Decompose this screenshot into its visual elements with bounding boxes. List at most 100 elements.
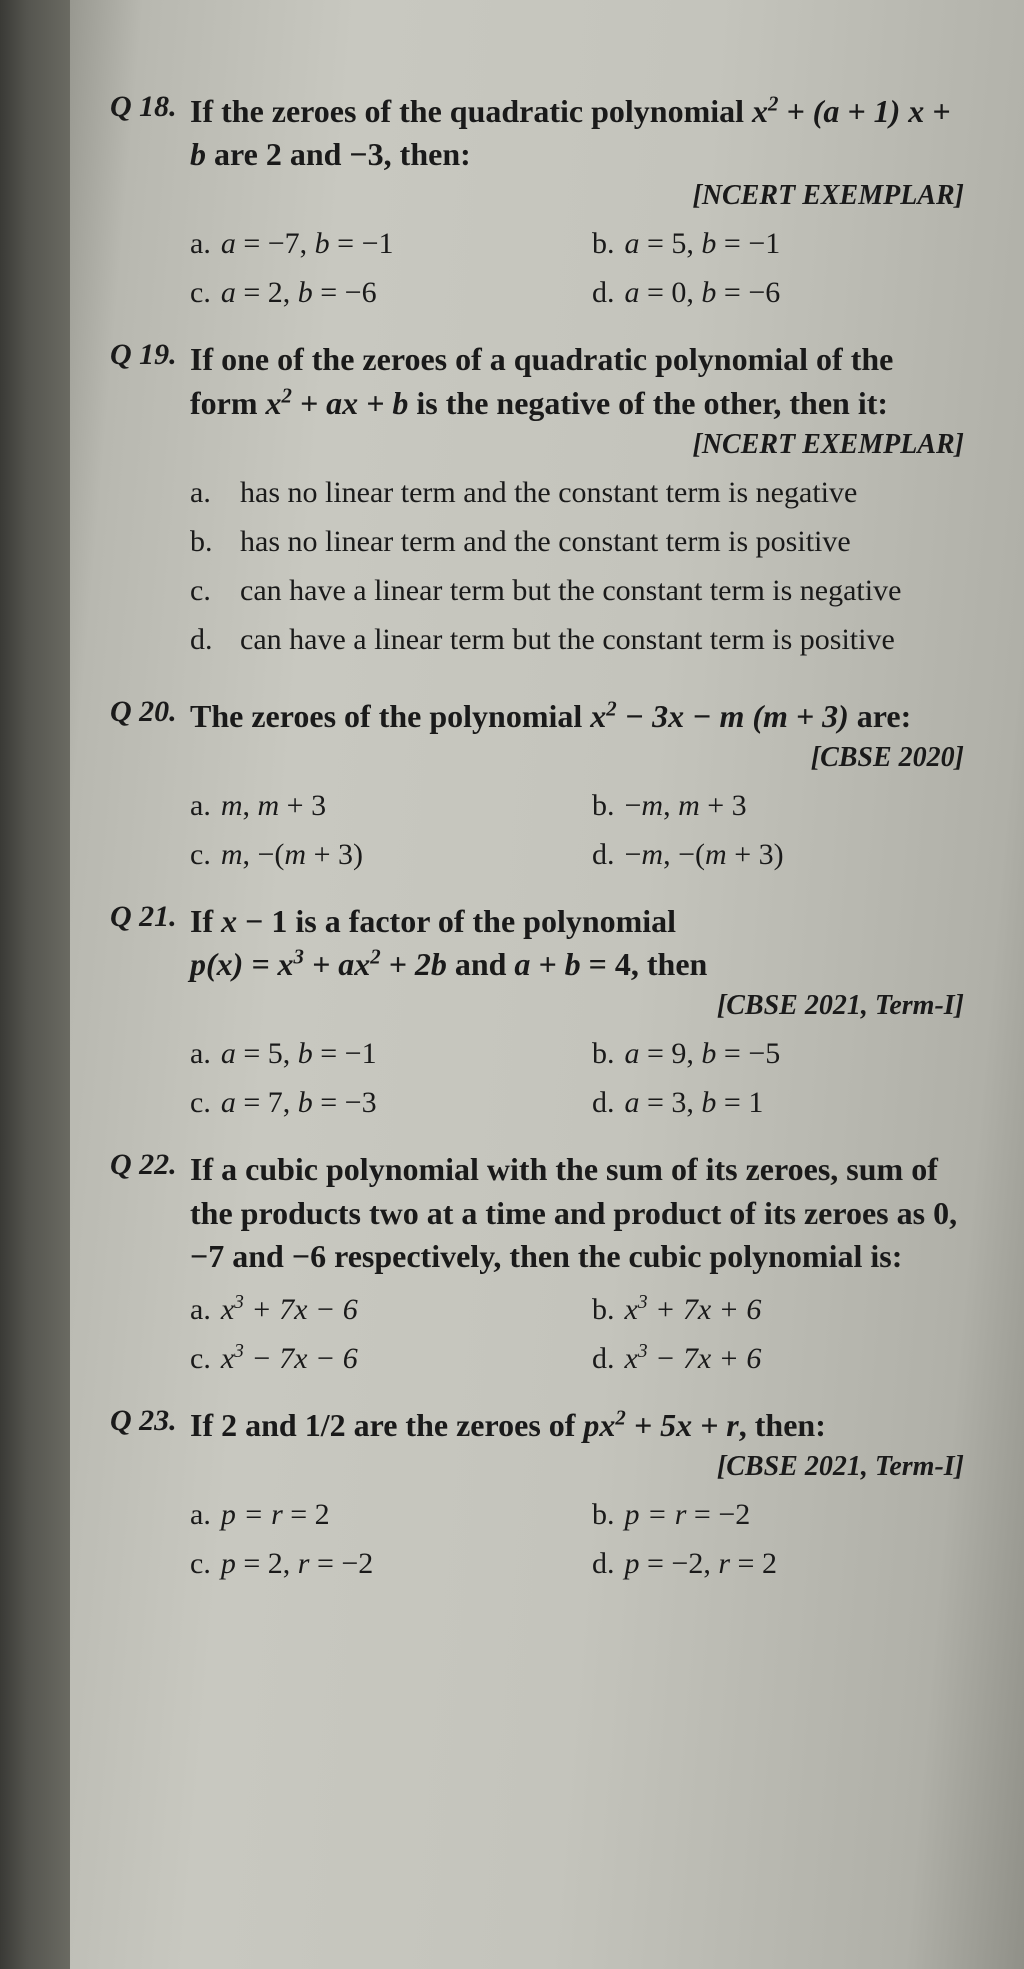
question-stem: If 2 and 1/2 are the zeroes of px2 + 5x …	[190, 1404, 964, 1447]
question-stem: If the zeroes of the quadratic polynomia…	[190, 90, 964, 176]
option-text: a = 9, b = −5	[625, 1037, 781, 1070]
option-label: b.	[190, 522, 230, 561]
option-text: has no linear term and the constant term…	[240, 522, 851, 561]
question: Q 20.The zeroes of the polynomial x2 − 3…	[110, 695, 964, 874]
option-text: x3 + 7x − 6	[221, 1293, 358, 1326]
option: a.a = −7, b = −1	[190, 224, 562, 263]
option-text: can have a linear term but the constant …	[240, 620, 895, 659]
option: a. m, m + 3	[190, 786, 562, 825]
option: a. x3 + 7x − 6	[190, 1290, 562, 1329]
option-text: m, m + 3	[221, 789, 326, 822]
option: b. has no linear term and the constant te…	[190, 522, 964, 561]
questions-container: Q 18.If the zeroes of the quadratic poly…	[110, 90, 964, 1583]
question-body: If a cubic polynomial with the sum of it…	[190, 1148, 964, 1378]
option: b. −m, m + 3	[592, 786, 964, 825]
option-label: c.	[190, 838, 211, 871]
option-label: a.	[190, 473, 230, 512]
question: Q 23.If 2 and 1/2 are the zeroes of px2 …	[110, 1404, 964, 1583]
question-number: Q 21.	[110, 900, 190, 934]
question-body: If one of the zeroes of a quadratic poly…	[190, 338, 964, 668]
option-label: a.	[190, 1293, 211, 1326]
option-text: a = 3, b = 1	[625, 1086, 764, 1119]
question-body: If x − 1 is a factor of the polynomialp(…	[190, 900, 964, 1122]
question-number: Q 22.	[110, 1148, 190, 1182]
option-label: b.	[592, 1037, 615, 1070]
option-text: p = 2, r = −2	[221, 1547, 373, 1580]
option-label: b.	[592, 227, 615, 260]
option-text: x3 − 7x + 6	[625, 1342, 762, 1375]
option-label: c.	[190, 571, 230, 610]
option-text: x3 − 7x − 6	[221, 1342, 358, 1375]
option: b. a = 5, b = −1	[592, 224, 964, 263]
question: Q 18.If the zeroes of the quadratic poly…	[110, 90, 964, 312]
option-text: −m, m + 3	[625, 789, 747, 822]
question: Q 22.If a cubic polynomial with the sum …	[110, 1148, 964, 1378]
option-label: c.	[190, 1547, 211, 1580]
option-text: a = −7, b = −1	[221, 227, 394, 260]
option: d.−m, −(m + 3)	[592, 835, 964, 874]
option: d. x3 − 7x + 6	[592, 1339, 964, 1378]
question: Q 19.If one of the zeroes of a quadratic…	[110, 338, 964, 668]
option: c. can have a linear term but the constan…	[190, 571, 964, 610]
option: c. p = 2, r = −2	[190, 1544, 562, 1583]
question-number: Q 19.	[110, 338, 190, 372]
option-label: d.	[592, 1342, 615, 1375]
question-body: If 2 and 1/2 are the zeroes of px2 + 5x …	[190, 1404, 964, 1583]
question-row: Q 22.If a cubic polynomial with the sum …	[110, 1148, 964, 1378]
option-label: d.	[592, 276, 615, 309]
question-source: [NCERT EXEMPLAR]	[190, 180, 964, 212]
option-text: p = r = 2	[221, 1498, 330, 1531]
question-stem: If x − 1 is a factor of the polynomialp(…	[190, 900, 964, 986]
option-label: a.	[190, 1498, 211, 1531]
option: d.a = 0, b = −6	[592, 273, 964, 312]
option-text: a = 5, b = −1	[221, 1037, 377, 1070]
option: a. p = r = 2	[190, 1495, 562, 1534]
option: c. a = 2, b = −6	[190, 273, 562, 312]
question-stem: If a cubic polynomial with the sum of it…	[190, 1148, 964, 1278]
option: a.a = 5, b = −1	[190, 1034, 562, 1073]
option-label: b.	[592, 1293, 615, 1326]
question-row: Q 20.The zeroes of the polynomial x2 − 3…	[110, 695, 964, 874]
question-number: Q 18.	[110, 90, 190, 124]
option-label: c.	[190, 276, 211, 309]
question-source: [NCERT EXEMPLAR]	[190, 429, 964, 461]
option-label: b.	[592, 789, 615, 822]
question-source: [CBSE 2020]	[190, 742, 964, 774]
option: d. a = 3, b = 1	[592, 1083, 964, 1122]
option-text: can have a linear term but the constant …	[240, 571, 901, 610]
question-row: Q 18.If the zeroes of the quadratic poly…	[110, 90, 964, 312]
option-label: d.	[592, 1086, 615, 1119]
options: a. x3 + 7x − 6 b. x3 + 7x + 6 c. x3 − 7x − 6 d…	[190, 1290, 964, 1378]
option-text: x3 + 7x + 6	[625, 1293, 762, 1326]
question-number: Q 23.	[110, 1404, 190, 1438]
options: a.a = 5, b = −1 b. a = 9, b = −5 c.a = 7, b…	[190, 1034, 964, 1122]
question-row: Q 23.If 2 and 1/2 are the zeroes of px2 …	[110, 1404, 964, 1583]
question-stem: If one of the zeroes of a quadratic poly…	[190, 338, 964, 424]
option-text: m, −(m + 3)	[221, 838, 363, 871]
option-label: b.	[592, 1498, 615, 1531]
option-text: has no linear term and the constant term…	[240, 473, 857, 512]
option-label: d.	[592, 1547, 615, 1580]
option-label: d.	[190, 620, 230, 659]
question-body: The zeroes of the polynomial x2 − 3x − m…	[190, 695, 964, 874]
option-label: a.	[190, 789, 211, 822]
options: a.p = r = 2b.p = r = −2c.p = 2, r = −2d.…	[190, 1495, 964, 1583]
option: c. m, −(m + 3)	[190, 835, 562, 874]
textbook-page: Q 18.If the zeroes of the quadratic poly…	[0, 0, 1024, 1969]
question-row: Q 19.If one of the zeroes of a quadratic…	[110, 338, 964, 668]
option: b. x3 + 7x + 6	[592, 1290, 964, 1329]
option-text: a = 5, b = −1	[625, 227, 781, 260]
option-label: d.	[592, 838, 615, 871]
option: a. has no linear term and the constant te…	[190, 473, 964, 512]
question-body: If the zeroes of the quadratic polynomia…	[190, 90, 964, 312]
option-text: a = 2, b = −6	[221, 276, 377, 309]
question: Q 21.If x − 1 is a factor of the polynom…	[110, 900, 964, 1122]
option-label: c.	[190, 1342, 211, 1375]
question-row: Q 21.If x − 1 is a factor of the polynom…	[110, 900, 964, 1122]
question-stem: The zeroes of the polynomial x2 − 3x − m…	[190, 695, 964, 738]
question-number: Q 20.	[110, 695, 190, 729]
book-spine-shadow	[0, 0, 70, 1969]
option: c.a = 7, b = −3	[190, 1083, 562, 1122]
option: d. can have a linear term but the constan…	[190, 620, 964, 659]
option: c. x3 − 7x − 6	[190, 1339, 562, 1378]
